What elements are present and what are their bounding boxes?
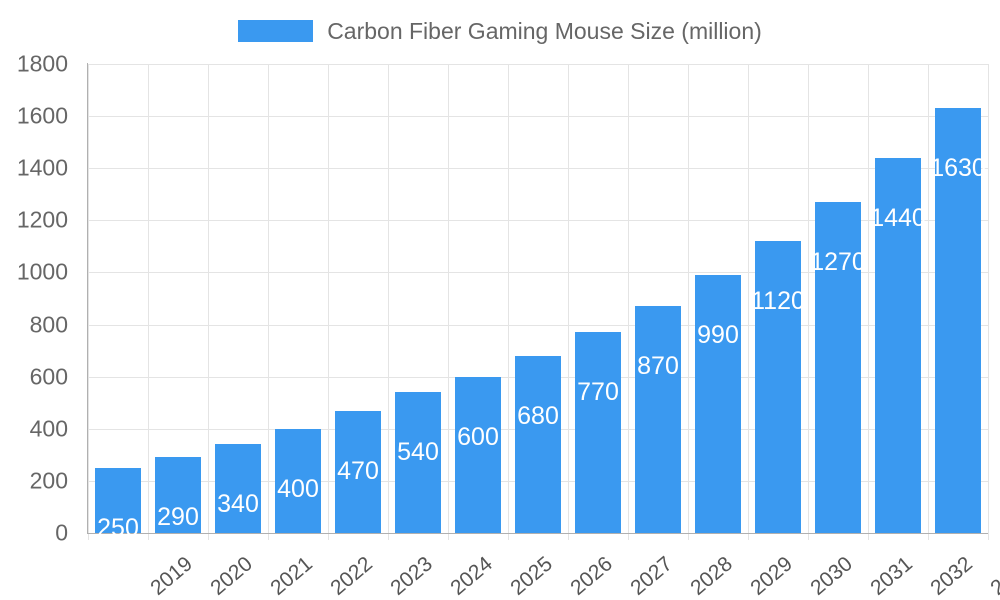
bar[interactable]: 990	[695, 275, 741, 533]
bar[interactable]: 600	[455, 376, 501, 533]
x-axis-tick-label: 2026	[566, 552, 617, 600]
bar-value-label: 990	[697, 321, 739, 350]
x-axis-tick-label: 2028	[686, 552, 737, 600]
gridline-vertical	[208, 64, 209, 540]
y-axis-line	[87, 63, 88, 534]
gridline-vertical	[988, 64, 989, 540]
bar[interactable]: 470	[335, 410, 381, 533]
bar[interactable]: 770	[575, 332, 621, 533]
bar-value-label: 470	[337, 456, 379, 485]
gridline-horizontal	[88, 220, 988, 222]
bar-value-label: 250	[97, 513, 139, 542]
bar-value-label: 600	[457, 422, 499, 451]
gridline-horizontal	[88, 64, 988, 65]
bar-value-label: 1120	[751, 287, 805, 316]
bar-value-label: 290	[157, 503, 199, 532]
y-axis-tick-label: 1600	[16, 102, 68, 129]
bar[interactable]: 250	[95, 467, 141, 540]
y-axis-tick-label: 200	[29, 467, 68, 494]
y-axis-tick-label: 1000	[16, 258, 68, 285]
gridline-vertical	[688, 64, 689, 540]
y-axis-tick-label: 1200	[16, 206, 68, 233]
bar[interactable]: 400	[275, 428, 321, 533]
bar[interactable]: 1120	[751, 241, 805, 533]
gridline-vertical	[928, 64, 929, 540]
gridline-vertical	[628, 64, 629, 540]
x-axis-tick-label: 2019	[146, 552, 197, 600]
legend-color-swatch-icon	[238, 20, 314, 42]
bar[interactable]: 340	[215, 444, 261, 533]
x-axis-tick-label: 2027	[626, 552, 677, 600]
y-axis-tick-label: 0	[55, 519, 68, 546]
gridline-vertical	[448, 64, 449, 540]
gridline-vertical	[268, 64, 269, 540]
x-axis-tick-label: 2032	[926, 552, 977, 600]
gridline-horizontal	[88, 272, 988, 274]
bar[interactable]: 540	[395, 392, 441, 533]
bar[interactable]: 1630	[930, 108, 986, 533]
x-axis-tick-label: 2024	[446, 552, 497, 600]
legend-item-label: Carbon Fiber Gaming Mouse Size (million)	[327, 17, 762, 44]
y-axis-tick-label: 800	[29, 311, 68, 338]
bar[interactable]: 870	[635, 306, 681, 533]
bar-value-label: 1440	[870, 203, 926, 232]
x-axis-tick-label: 2033	[986, 552, 1000, 600]
bar-value-label: 540	[397, 438, 439, 467]
bar-value-label: 870	[637, 352, 679, 381]
bar-value-label: 770	[577, 378, 619, 407]
gridline-vertical	[748, 64, 749, 540]
bar-value-label: 680	[517, 401, 559, 430]
bar-value-label: 400	[277, 474, 319, 503]
x-axis-tick-label: 2031	[866, 552, 917, 600]
gridline-horizontal	[88, 324, 988, 326]
x-axis-line	[87, 533, 988, 534]
x-axis-tick-label: 2029	[746, 552, 797, 600]
plot-area: 0 200 400 600 800 1000 1200 1400 1600 1800 250 290…	[17, 52, 1000, 600]
y-axis-tick-label: 1800	[16, 50, 68, 77]
x-axis-tick-label: 2025	[506, 552, 557, 600]
gridline-vertical	[148, 64, 149, 540]
gridline-vertical	[328, 64, 329, 540]
bar[interactable]: 1270	[810, 202, 866, 533]
chart-legend: Carbon Fiber Gaming Mouse Size (million)	[0, 14, 1000, 48]
bar-value-label: 1630	[930, 154, 986, 183]
gridline-vertical	[508, 64, 509, 540]
gridline-vertical	[388, 64, 389, 540]
y-axis-tick-label: 600	[29, 363, 68, 390]
bar[interactable]: 290	[155, 457, 201, 533]
legend-item-carbon-fiber-gaming-mouse-size[interactable]: Carbon Fiber Gaming Mouse Size (million)	[238, 17, 762, 44]
gridline-vertical	[808, 64, 809, 540]
gridline-vertical	[88, 64, 89, 540]
y-axis-tick-label: 400	[29, 415, 68, 442]
gridline-horizontal	[88, 168, 988, 170]
gridline-vertical	[868, 64, 869, 540]
x-axis-tick-label: 2022	[326, 552, 377, 600]
gridline-horizontal	[88, 116, 988, 118]
bar-value-label: 1270	[810, 248, 866, 277]
x-axis-tick-label: 2030	[806, 552, 857, 600]
y-axis-tick-label: 1400	[16, 154, 68, 181]
gridline-vertical	[568, 64, 569, 540]
x-axis-tick-label: 2021	[266, 552, 317, 600]
bar[interactable]: 1440	[870, 157, 926, 533]
bar[interactable]: 680	[515, 355, 561, 533]
x-axis-tick-label: 2023	[386, 552, 437, 600]
x-axis-tick-label: 2020	[206, 552, 257, 600]
bar-value-label: 340	[217, 490, 259, 519]
